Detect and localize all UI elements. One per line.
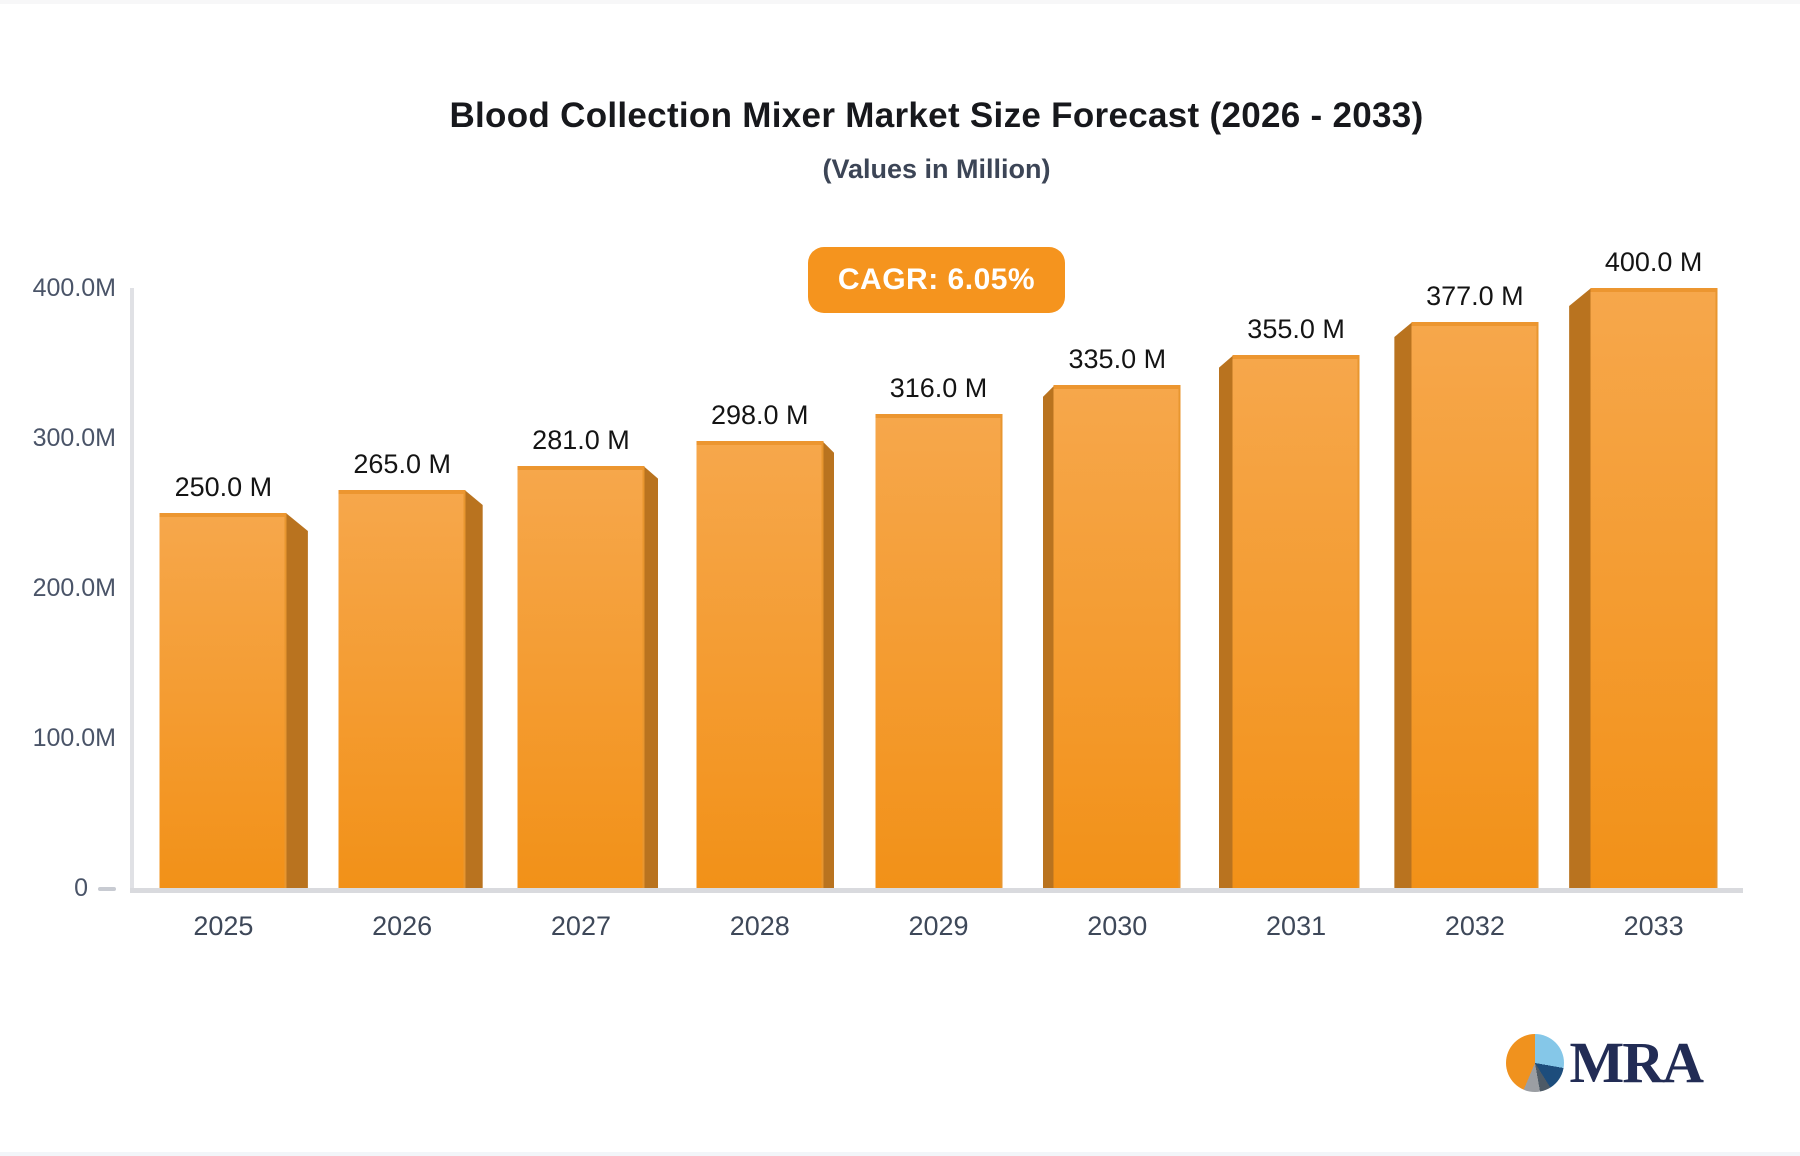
pie-chart-logo-icon — [1506, 1034, 1565, 1092]
bar-value-label: 400.0 M — [1604, 247, 1703, 277]
chart-title: Blood Collection Mixer Market Size Forec… — [449, 96, 1424, 135]
bar-side-face — [1042, 385, 1055, 888]
y-axis-tick: 300.0M — [33, 424, 116, 453]
bar-2025 — [159, 513, 287, 888]
bar-side-face — [285, 513, 308, 888]
cagr-badge: CAGR: 6.05% — [807, 247, 1066, 313]
x-axis-label: 2031 — [1266, 911, 1327, 941]
x-axis-label: 2029 — [908, 911, 969, 941]
bar-2028 — [696, 441, 824, 888]
bar-group-2027: 281.0 M 2027 — [492, 288, 671, 941]
bar-2033 — [1590, 288, 1718, 888]
bar-value-label: 316.0 M — [889, 373, 988, 403]
y-axis-tick-label: 200.0M — [32, 574, 116, 602]
bar-value-label: 250.0 M — [174, 472, 273, 502]
x-axis-label: 2028 — [729, 911, 790, 941]
bars-container: 250.0 M 2025 265.0 M 2026 281.0 M 2027 298.0 M… — [134, 247, 1743, 941]
bar-2027 — [517, 466, 645, 888]
bar-value-label: 335.0 M — [1068, 344, 1167, 374]
y-axis-line — [130, 288, 134, 888]
bar-group-2029: 316.0 M 2029 — [849, 288, 1028, 941]
bar-value-label: 355.0 M — [1247, 314, 1345, 344]
y-axis-tick: 0 — [74, 874, 116, 903]
x-axis-baseline — [130, 888, 1743, 893]
bar-value-label: 298.0 M — [710, 400, 809, 430]
y-axis-tick-label: 100.0M — [32, 724, 116, 752]
bar-side-face — [1569, 288, 1592, 888]
bar-side-face — [822, 441, 835, 888]
bar-side-face — [1218, 355, 1234, 888]
plot-area: 0 100.0M 200.0M 300.0M 400.0M 250.0 M 2025 265… — [33, 247, 1743, 941]
bar-group-2031: 355.0 M 2031 — [1207, 288, 1386, 941]
bar-value-label: 377.0 M — [1426, 281, 1524, 311]
bar-2030 — [1053, 385, 1181, 888]
bar-side-face — [1394, 322, 1413, 888]
y-axis-tick-label: 300.0M — [32, 424, 116, 452]
x-axis-label: 2025 — [193, 911, 254, 941]
x-axis-label: 2026 — [372, 911, 433, 941]
bar-2032 — [1411, 322, 1539, 888]
x-axis-label: 2030 — [1087, 911, 1148, 941]
y-axis-tick-label: 400.0M — [32, 274, 116, 302]
bar-value-label: 265.0 M — [353, 449, 451, 479]
logo-text: MRA — [1569, 1030, 1704, 1095]
zero-tick-mark — [98, 886, 116, 891]
bar-2031 — [1232, 355, 1360, 888]
bar-side-face — [643, 466, 659, 888]
bar-value-label: 281.0 M — [532, 425, 630, 455]
y-axis-tick-label: 0 — [74, 874, 88, 902]
y-axis-tick: 200.0M — [33, 574, 116, 603]
x-axis-label: 2032 — [1444, 911, 1505, 941]
chart-subtitle: (Values in Million) — [822, 154, 1051, 184]
y-axis-tick: 400.0M — [33, 274, 116, 303]
y-axis-labels: 0 100.0M 200.0M 300.0M 400.0M — [4, 274, 130, 902]
bar-group-2032: 377.0 M 2032 — [1385, 281, 1564, 941]
bar-side-face — [464, 490, 483, 888]
bar-2029 — [875, 414, 1003, 888]
bar-group-2028: 298.0 M 2028 — [670, 288, 849, 941]
y-axis-tick: 100.0M — [33, 724, 116, 753]
x-axis-label: 2027 — [550, 911, 611, 941]
mra-logo: MRA — [1506, 1030, 1704, 1095]
x-axis-label: 2033 — [1623, 911, 1684, 941]
bottom-edge-strip — [0, 1152, 1800, 1156]
bar-group-2025: 250.0 M 2025 — [134, 288, 313, 941]
bar-group-2026: 265.0 M 2026 — [313, 288, 492, 941]
bar-2026 — [338, 490, 466, 888]
top-edge-strip — [0, 0, 1800, 4]
bar-group-2033: 400.0 M 2033 — [1564, 247, 1743, 941]
chart-header: Blood Collection Mixer Market Size Forec… — [130, 0, 1743, 313]
bar-group-2030: 335.0 M 2030 — [1028, 288, 1207, 941]
